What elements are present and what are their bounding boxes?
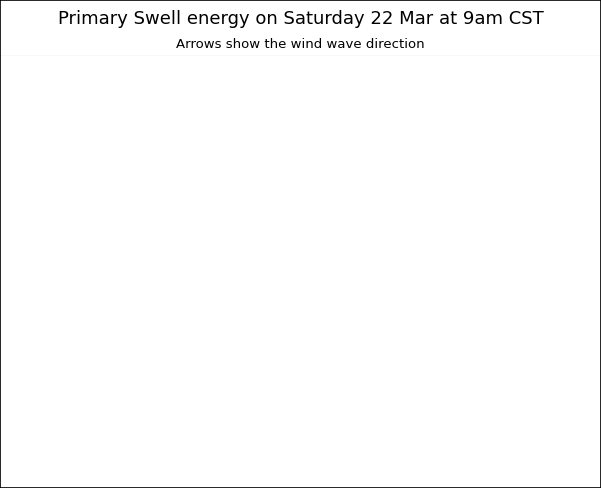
Text: Primary Swell energy on Saturday 22 Mar at 9am CST: Primary Swell energy on Saturday 22 Mar …	[58, 10, 543, 27]
Text: Arrows show the wind wave direction: Arrows show the wind wave direction	[176, 39, 425, 51]
